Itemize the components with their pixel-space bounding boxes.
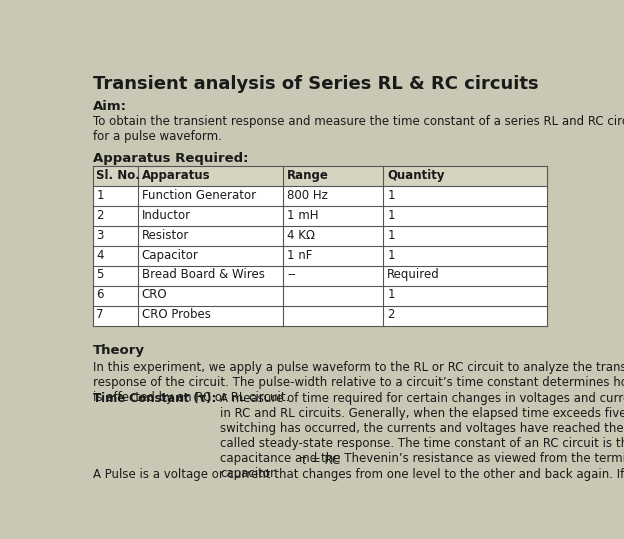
- Text: 1: 1: [388, 189, 395, 202]
- Text: 800 Hz: 800 Hz: [287, 189, 328, 202]
- Text: 1: 1: [96, 189, 104, 202]
- Text: Resistor: Resistor: [142, 229, 189, 241]
- Text: Sl. No.: Sl. No.: [96, 169, 140, 182]
- Text: 5: 5: [96, 268, 104, 281]
- Text: 6: 6: [96, 288, 104, 301]
- Text: Apparatus: Apparatus: [142, 169, 210, 182]
- Text: τ = RC: τ = RC: [300, 454, 340, 467]
- Text: 2: 2: [96, 209, 104, 222]
- Bar: [92, 167, 547, 186]
- Text: Theory: Theory: [92, 344, 145, 357]
- Text: CRO Probes: CRO Probes: [142, 308, 211, 321]
- Text: 1 mH: 1 mH: [287, 209, 319, 222]
- Text: 1 nF: 1 nF: [287, 248, 313, 261]
- Text: Inductor: Inductor: [142, 209, 191, 222]
- Text: Transient analysis of Series RL & RC circuits: Transient analysis of Series RL & RC cir…: [92, 75, 538, 93]
- Text: CRO: CRO: [142, 288, 167, 301]
- Text: Quantity: Quantity: [388, 169, 445, 182]
- Text: 1: 1: [388, 209, 395, 222]
- Text: 1: 1: [388, 248, 395, 261]
- Text: A Pulse is a voltage or current that changes from one level to the other and bac: A Pulse is a voltage or current that cha…: [92, 468, 624, 481]
- Text: 4 KΩ: 4 KΩ: [287, 229, 315, 241]
- Text: Apparatus Required:: Apparatus Required:: [92, 152, 248, 165]
- Text: Bread Board & Wires: Bread Board & Wires: [142, 268, 265, 281]
- Text: Aim:: Aim:: [92, 100, 127, 113]
- Text: Range: Range: [287, 169, 329, 182]
- Text: 3: 3: [96, 229, 104, 241]
- Text: 1: 1: [388, 229, 395, 241]
- Text: Capacitor: Capacitor: [142, 248, 198, 261]
- Text: To obtain the transient response and measure the time constant of a series RL an: To obtain the transient response and mea…: [92, 115, 624, 143]
- Text: 7: 7: [96, 308, 104, 321]
- Text: 2: 2: [388, 308, 395, 321]
- Text: 1: 1: [388, 288, 395, 301]
- Text: 4: 4: [96, 248, 104, 261]
- Text: A measure of time required for certain changes in voltages and currents
in RC an: A measure of time required for certain c…: [220, 392, 624, 480]
- Bar: [92, 167, 547, 326]
- Text: Function Generator: Function Generator: [142, 189, 256, 202]
- Text: --: --: [287, 268, 296, 281]
- Text: In this experiment, we apply a pulse waveform to the RL or RC circuit to analyze: In this experiment, we apply a pulse wav…: [92, 361, 624, 404]
- Text: Time Constant (τ):: Time Constant (τ):: [92, 392, 220, 405]
- Text: Required: Required: [388, 268, 440, 281]
